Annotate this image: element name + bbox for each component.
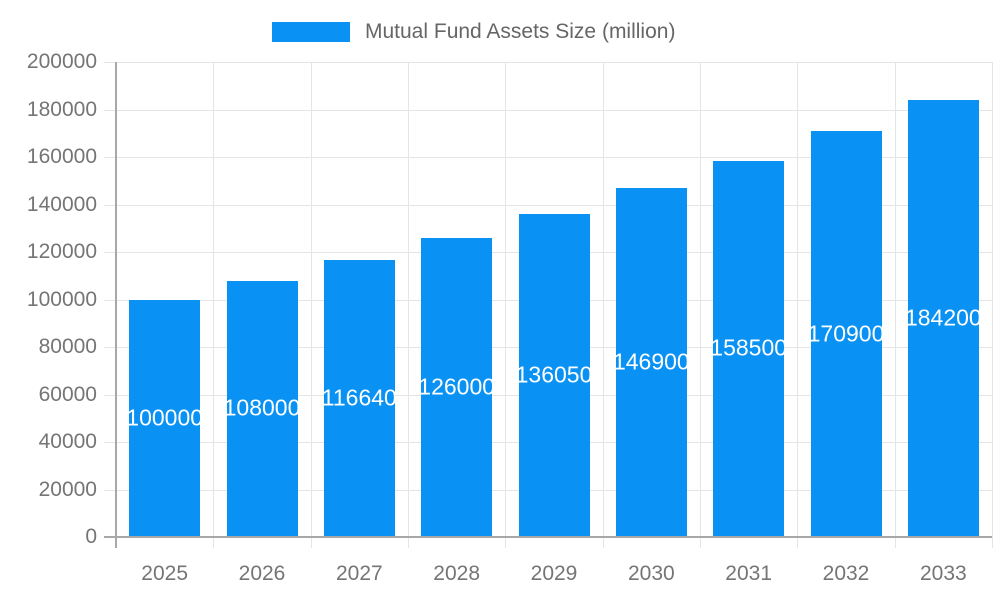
x-gridline (408, 62, 409, 548)
y-axis-tick-label: 20000 (38, 477, 97, 501)
y-axis-tick-label: 100000 (26, 287, 97, 311)
bar-2030[interactable]: 146900 (615, 188, 687, 536)
legend[interactable]: Mutual Fund Assets Size (million) (272, 20, 675, 44)
y-axis-tick-label: 120000 (26, 240, 97, 263)
y-axis-tick-label: 60000 (38, 382, 97, 406)
bar-value-label: 108000 (226, 394, 298, 421)
bar-2025[interactable]: 100000 (129, 299, 201, 536)
y-gridline (104, 62, 992, 63)
bar-value-label: 116640 (323, 384, 395, 411)
bar-2029[interactable]: 136050 (518, 213, 590, 536)
bar-2027[interactable]: 116640 (323, 259, 395, 536)
x-axis-tick-label: 2026 (238, 562, 286, 585)
x-gridline (700, 62, 701, 548)
bar-2033[interactable]: 184200 (907, 99, 979, 536)
bar-2032[interactable]: 170900 (810, 131, 882, 536)
x-gridline (213, 62, 215, 548)
legend-label: Mutual Fund Assets Size (million) (365, 20, 676, 43)
y-axis-tick-label: 80000 (38, 335, 97, 358)
x-axis-tick-label: 2027 (335, 562, 383, 585)
y-gridline (104, 204, 992, 206)
y-axis-tick-label: 160000 (26, 145, 97, 168)
y-axis-tick-label: 40000 (38, 430, 97, 453)
y-gridline (104, 109, 992, 111)
x-gridline (505, 62, 507, 548)
y-axis-tick-label: 200000 (26, 50, 97, 73)
x-axis-tick-label: 2033 (919, 562, 967, 585)
x-gridline (602, 62, 604, 548)
x-axis-tick-label: 2025 (141, 562, 189, 585)
y-axis-tick-label: 140000 (26, 192, 97, 216)
x-axis-tick-label: 2029 (530, 562, 578, 585)
bar-2026[interactable]: 108000 (226, 280, 298, 536)
bar-value-label: 170900 (810, 320, 882, 347)
bar-value-label: 126000 (421, 373, 493, 400)
x-gridline (310, 62, 312, 548)
bar-value-label: 184200 (907, 304, 979, 331)
x-gridline (894, 62, 896, 548)
bar-value-label: 100000 (129, 404, 201, 431)
legend-swatch-icon (272, 22, 350, 42)
y-axis-tick-label: 180000 (26, 97, 97, 121)
bar-2031[interactable]: 158500 (713, 160, 785, 536)
y-axis-line (115, 62, 117, 548)
x-axis-tick-label: 2031 (725, 562, 773, 585)
y-axis-tick-label: 0 (85, 525, 97, 548)
x-gridline (992, 62, 993, 548)
x-axis-line (104, 536, 992, 538)
bar-value-label: 146900 (615, 348, 687, 375)
x-axis-tick-label: 2032 (822, 562, 870, 585)
bar-value-label: 158500 (713, 334, 785, 361)
bar-2028[interactable]: 126000 (421, 237, 493, 536)
bar-value-label: 136050 (518, 361, 590, 388)
y-gridline (104, 157, 992, 158)
x-gridline (797, 62, 799, 548)
x-axis-tick-label: 2030 (627, 562, 675, 585)
x-axis-tick-label: 2028 (433, 562, 481, 585)
